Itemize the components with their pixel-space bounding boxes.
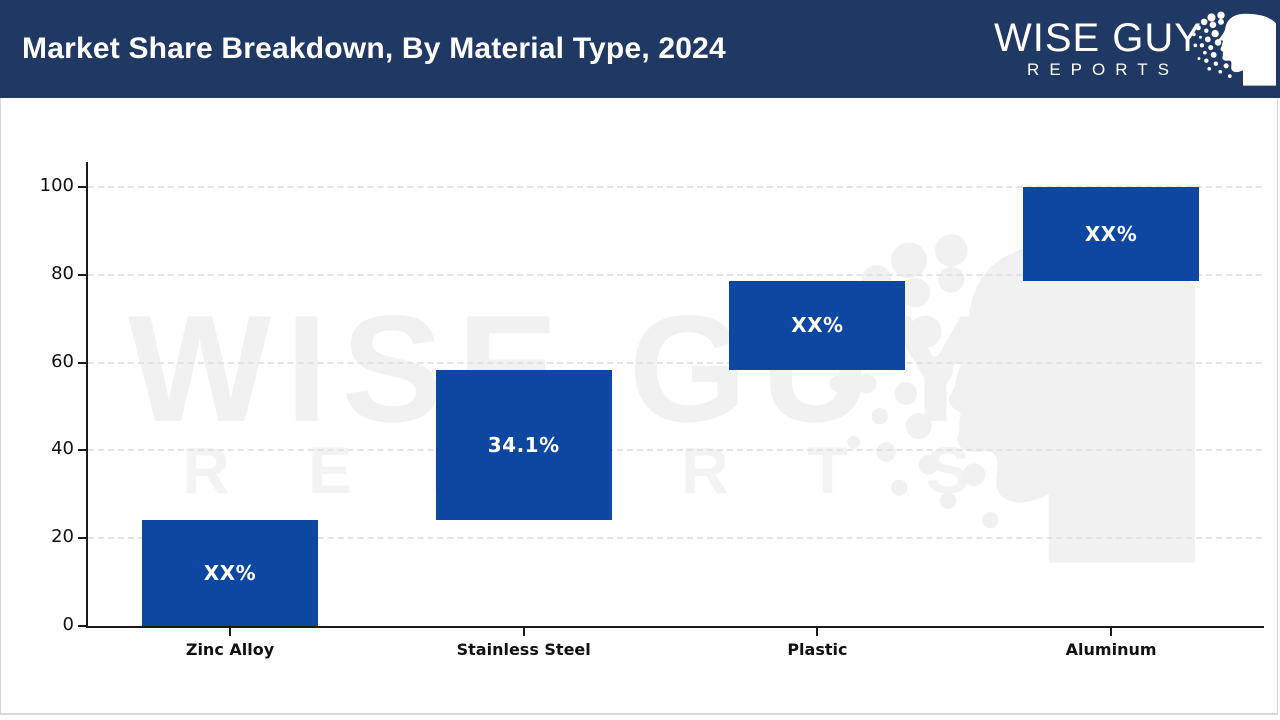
bar-value-label: XX% [1084,221,1138,246]
y-tick-label: 20 [51,526,74,548]
x-category-label: Aluminum [1065,640,1157,659]
bar-value-label: XX% [791,313,844,338]
bar-value-label: XX% [203,560,257,585]
logo-text: WISE GUY REPORTS [994,18,1202,80]
y-tick-mark [78,625,87,627]
bar-zinc-alloy: XX% [142,519,318,626]
bar-stainless-steel: 34.1% [435,370,612,520]
gridline-20 [88,537,1262,540]
y-tick-label: 0 [62,614,74,635]
logo-wordmark: WISE GUY [993,16,1202,60]
y-tick-label: 100 [39,175,74,196]
page-title: Market Share Breakdown, By Material Type… [22,32,726,65]
y-tick-mark [78,273,87,276]
x-axis-spine [86,626,1264,628]
x-tick-mark [1110,628,1113,636]
y-tick-mark [78,449,87,452]
y-tick-mark [78,361,87,364]
bar-plastic: XX% [729,280,906,371]
y-tick-mark [78,537,87,540]
y-tick-label: 80 [51,262,74,284]
x-category-label: Stainless Steel [456,640,591,659]
y-tick-label: 60 [51,350,74,372]
x-tick-mark [229,628,231,636]
header-bar: Market Share Breakdown, By Material Type… [0,0,1280,98]
gridline-60 [88,361,1262,364]
gridline-40 [88,449,1262,452]
x-tick-mark [522,628,525,636]
x-category-label: Zinc Alloy [185,640,275,659]
wise-guy-logo: WISE GUY REPORTS [994,0,1280,98]
gridline-80 [88,273,1262,276]
x-category-label: Plastic [787,640,848,659]
gridline-100 [88,186,1262,188]
y-tick-mark [78,186,87,188]
y-tick-label: 40 [51,438,74,460]
bar-value-label: 34.1% [487,432,560,457]
x-tick-mark [816,628,819,636]
bar-aluminum: XX% [1023,187,1200,281]
logo-subtitle: REPORTS [1027,60,1179,79]
y-axis-spine [86,162,88,628]
